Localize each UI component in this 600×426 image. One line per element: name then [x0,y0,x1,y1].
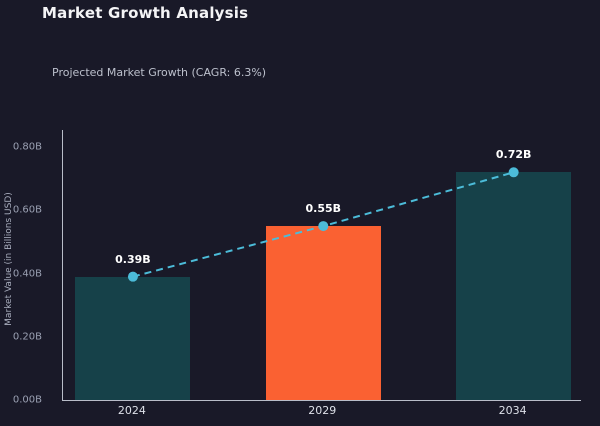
y-axis-ticks: 0.00B 0.20B 0.40B 0.60B 0.80B [0,142,52,406]
chart-title: Market Growth Analysis [42,4,249,22]
y-tick-label: 0.80B [12,141,42,153]
bar-value-label: 0.39B [115,252,151,266]
x-tick-label: 2029 [308,404,337,417]
y-tick-label: 0.40B [12,268,42,279]
x-tick-label: 2034 [498,404,527,417]
x-axis-ticks: 2024 2029 2034 [62,404,580,420]
y-tick-label: 0.00B [12,394,42,406]
bar-2029[interactable] [265,226,381,400]
bar-2024[interactable] [75,276,191,400]
y-tick-label: 0.60B [12,204,42,216]
x-tick-label: 2024 [117,404,146,417]
plot-area: 0.39B 0.55B 0.72B [62,130,581,401]
chart-subtitle: Projected Market Growth (CAGR: 6.3%) [52,66,267,79]
bar-value-label: 0.72B [495,148,532,162]
y-tick-label: 0.20B [12,331,42,343]
bar-2034[interactable] [456,172,572,400]
bar-value-label: 0.55B [305,202,342,216]
